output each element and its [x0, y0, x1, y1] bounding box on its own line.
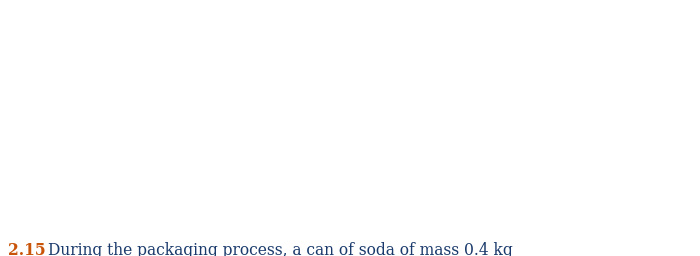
Text: 2.15: 2.15: [8, 242, 46, 256]
Text: During the packaging process, a can of soda of mass 0.4 kg: During the packaging process, a can of s…: [48, 242, 512, 256]
